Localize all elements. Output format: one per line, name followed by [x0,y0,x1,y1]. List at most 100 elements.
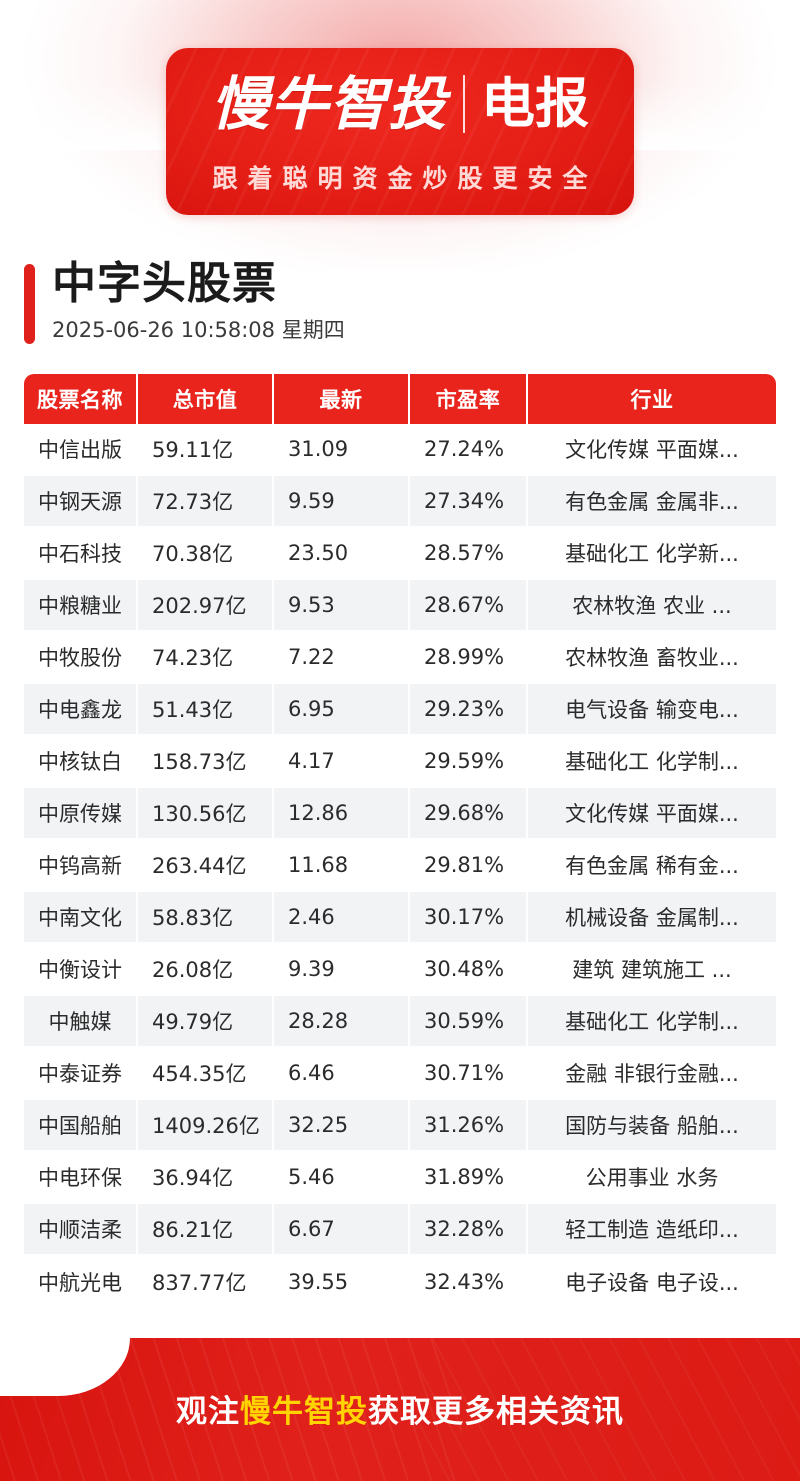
cell-industry: 农林牧渔 农业 ... [528,580,776,632]
table-row[interactable]: 中南文化 58.83亿 2.46 30.17% 机械设备 金属制... [24,892,776,944]
stock-table-head: 股票名称 总市值 最新 市盈率 行业 [24,374,776,424]
stock-table: 股票名称 总市值 最新 市盈率 行业 中信出版 59.11亿 31.09 27.24%… [24,374,776,1308]
cell-market-cap: 263.44亿 [138,840,274,892]
cell-industry: 建筑 建筑施工 ... [528,944,776,996]
cell-last-price: 4.17 [274,736,410,788]
timestamp-text: 2025-06-26 10:58:08 星期四 [52,318,345,342]
headline-accent-bar [24,264,35,344]
cell-last-price: 2.46 [274,892,410,944]
cell-industry: 轻工制造 造纸印... [528,1204,776,1256]
cell-market-cap: 36.94亿 [138,1152,274,1204]
cell-industry: 文化传媒 平面媒... [528,788,776,840]
headline-block: 中字头股票 2025-06-26 10:58:08 星期四 [24,258,664,344]
table-row[interactable]: 中电鑫龙 51.43亿 6.95 29.23% 电气设备 输变电... [24,684,776,736]
table-row[interactable]: 中电环保 36.94亿 5.46 31.89% 公用事业 水务 [24,1152,776,1204]
brand-name-text: 慢牛智投 [210,70,447,138]
cell-last-price: 7.22 [274,632,410,684]
cell-stock-name: 中钨高新 [24,840,138,892]
cell-stock-name: 中原传媒 [24,788,138,840]
cell-last-price: 11.68 [274,840,410,892]
cell-stock-name: 中钢天源 [24,476,138,528]
cell-market-cap: 86.21亿 [138,1204,274,1256]
brand-divider [463,75,465,133]
cell-industry: 有色金属 金属非... [528,476,776,528]
cell-last-price: 5.46 [274,1152,410,1204]
cell-market-cap: 59.11亿 [138,424,274,476]
table-row[interactable]: 中钨高新 263.44亿 11.68 29.81% 有色金属 稀有金... [24,840,776,892]
cell-stock-name: 中顺洁柔 [24,1204,138,1256]
cell-stock-name: 中航光电 [24,1256,138,1308]
cell-stock-name: 中南文化 [24,892,138,944]
cell-industry: 农林牧渔 畜牧业... [528,632,776,684]
cell-last-price: 12.86 [274,788,410,840]
cell-industry: 基础化工 化学制... [528,736,776,788]
cell-pe-ratio: 29.59% [410,736,528,788]
cell-industry: 国防与装备 船舶... [528,1100,776,1152]
cell-last-price: 39.55 [274,1256,410,1308]
table-row[interactable]: 中核钛白 158.73亿 4.17 29.59% 基础化工 化学制... [24,736,776,788]
cell-industry: 金融 非银行金融... [528,1048,776,1100]
cell-market-cap: 158.73亿 [138,736,274,788]
cell-pe-ratio: 30.71% [410,1048,528,1100]
cell-pe-ratio: 30.48% [410,944,528,996]
cell-industry: 公用事业 水务 [528,1152,776,1204]
table-row[interactable]: 中国船舶 1409.26亿 32.25 31.26% 国防与装备 船舶... [24,1100,776,1152]
cell-stock-name: 中泰证券 [24,1048,138,1100]
table-row[interactable]: 中原传媒 130.56亿 12.86 29.68% 文化传媒 平面媒... [24,788,776,840]
cell-market-cap: 26.08亿 [138,944,274,996]
column-header-name[interactable]: 股票名称 [24,374,138,424]
cell-pe-ratio: 31.26% [410,1100,528,1152]
cell-industry: 电气设备 输变电... [528,684,776,736]
cell-pe-ratio: 29.23% [410,684,528,736]
cell-pe-ratio: 27.34% [410,476,528,528]
cell-market-cap: 58.83亿 [138,892,274,944]
cell-industry: 有色金属 稀有金... [528,840,776,892]
cell-stock-name: 中衡设计 [24,944,138,996]
page-title: 中字头股票 [52,258,277,309]
table-row[interactable]: 中粮糖业 202.97亿 9.53 28.67% 农林牧渔 农业 ... [24,580,776,632]
cell-market-cap: 74.23亿 [138,632,274,684]
cell-last-price: 28.28 [274,996,410,1048]
cell-last-price: 6.95 [274,684,410,736]
table-row[interactable]: 中牧股份 74.23亿 7.22 28.99% 农林牧渔 畜牧业... [24,632,776,684]
column-header-industry[interactable]: 行业 [528,374,776,424]
cell-pe-ratio: 31.89% [410,1152,528,1204]
cell-industry: 基础化工 化学新... [528,528,776,580]
column-header-pe[interactable]: 市盈率 [410,374,528,424]
table-row[interactable]: 中触媒 49.79亿 28.28 30.59% 基础化工 化学制... [24,996,776,1048]
cell-pe-ratio: 32.28% [410,1204,528,1256]
table-row[interactable]: 中信出版 59.11亿 31.09 27.24% 文化传媒 平面媒... [24,424,776,476]
cell-market-cap: 202.97亿 [138,580,274,632]
column-header-last[interactable]: 最新 [274,374,410,424]
table-row[interactable]: 中顺洁柔 86.21亿 6.67 32.28% 轻工制造 造纸印... [24,1204,776,1256]
stock-table-body: 中信出版 59.11亿 31.09 27.24% 文化传媒 平面媒... 中钢天源 72.7… [24,424,776,1308]
cell-pe-ratio: 29.68% [410,788,528,840]
footer-suffix-text: 获取更多相关资讯 [368,1394,624,1430]
cell-stock-name: 中电鑫龙 [24,684,138,736]
stock-table-container: 股票名称 总市值 最新 市盈率 行业 中信出版 59.11亿 31.09 27.24%… [24,374,776,1308]
cell-pe-ratio: 30.17% [410,892,528,944]
table-row[interactable]: 中石科技 70.38亿 23.50 28.57% 基础化工 化学新... [24,528,776,580]
cell-last-price: 31.09 [274,424,410,476]
cell-industry: 文化传媒 平面媒... [528,424,776,476]
table-row[interactable]: 中泰证券 454.35亿 6.46 30.71% 金融 非银行金融... [24,1048,776,1100]
cell-market-cap: 72.73亿 [138,476,274,528]
table-row[interactable]: 中钢天源 72.73亿 9.59 27.34% 有色金属 金属非... [24,476,776,528]
cell-market-cap: 49.79亿 [138,996,274,1048]
brand-logo-main: 慢牛智投 电报 [166,68,634,140]
cell-pe-ratio: 28.57% [410,528,528,580]
brand-slogan-text: 跟着聪明资金炒股更安全 [212,164,598,193]
brand-logo-banner: 慢牛智投 电报 跟着聪明资金炒股更安全 [166,48,634,215]
table-row[interactable]: 中航光电 837.77亿 39.55 32.43% 电子设备 电子设... [24,1256,776,1308]
cell-last-price: 9.53 [274,580,410,632]
cell-market-cap: 51.43亿 [138,684,274,736]
cell-last-price: 32.25 [274,1100,410,1152]
cell-stock-name: 中粮糖业 [24,580,138,632]
cell-industry: 基础化工 化学制... [528,996,776,1048]
cell-pe-ratio: 28.99% [410,632,528,684]
table-row[interactable]: 中衡设计 26.08亿 9.39 30.48% 建筑 建筑施工 ... [24,944,776,996]
cell-stock-name: 中核钛白 [24,736,138,788]
cell-pe-ratio: 27.24% [410,424,528,476]
column-header-marketcap[interactable]: 总市值 [138,374,274,424]
